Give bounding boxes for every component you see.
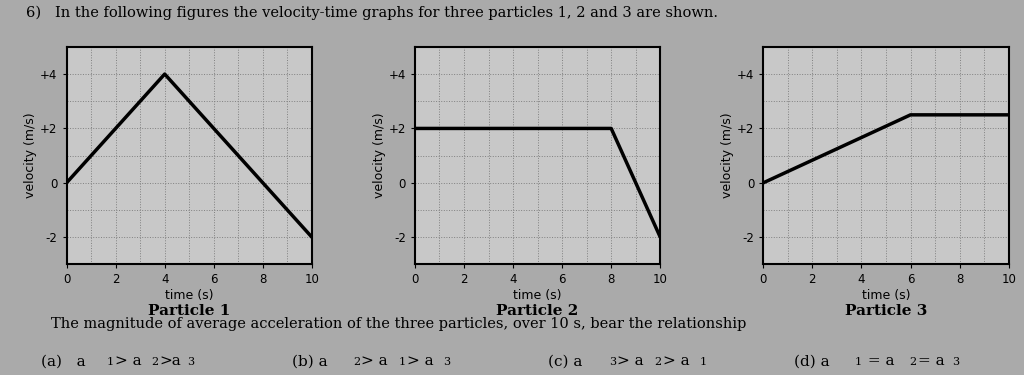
- Text: Particle 2: Particle 2: [497, 304, 579, 318]
- X-axis label: time (s): time (s): [862, 289, 910, 302]
- Text: Particle 1: Particle 1: [148, 304, 230, 318]
- Text: Particle 3: Particle 3: [845, 304, 927, 318]
- Text: 3: 3: [187, 357, 195, 368]
- Y-axis label: velocity (m/s): velocity (m/s): [373, 113, 386, 198]
- Text: 1: 1: [106, 357, 114, 368]
- Text: > a: > a: [617, 354, 644, 368]
- Text: (b) a: (b) a: [292, 354, 328, 368]
- Text: 2: 2: [353, 357, 360, 368]
- Text: 3: 3: [443, 357, 451, 368]
- Text: 2: 2: [152, 357, 159, 368]
- Text: 6)   In the following figures the velocity-time graphs for three particles 1, 2 : 6) In the following figures the velocity…: [26, 6, 718, 20]
- Text: (d) a: (d) a: [794, 354, 829, 368]
- Text: >a: >a: [160, 354, 181, 368]
- X-axis label: time (s): time (s): [513, 289, 562, 302]
- Text: 1: 1: [699, 357, 707, 368]
- Text: = a: = a: [863, 354, 895, 368]
- Y-axis label: velocity (m/s): velocity (m/s): [721, 113, 734, 198]
- Text: 3: 3: [609, 357, 616, 368]
- Text: > a: > a: [115, 354, 141, 368]
- Text: (a)   a: (a) a: [41, 354, 86, 368]
- Text: > a: > a: [361, 354, 388, 368]
- Text: 2: 2: [909, 357, 916, 368]
- Text: 1: 1: [855, 357, 862, 368]
- Text: 3: 3: [952, 357, 959, 368]
- Text: The magnitude of average acceleration of the three particles, over 10 s, bear th: The magnitude of average acceleration of…: [51, 317, 746, 331]
- X-axis label: time (s): time (s): [165, 289, 213, 302]
- Text: > a: > a: [407, 354, 433, 368]
- Y-axis label: velocity (m/s): velocity (m/s): [25, 113, 38, 198]
- Text: > a: > a: [663, 354, 689, 368]
- Text: (c) a: (c) a: [548, 354, 583, 368]
- Text: 2: 2: [654, 357, 662, 368]
- Text: = a: = a: [918, 354, 944, 368]
- Text: 1: 1: [398, 357, 406, 368]
